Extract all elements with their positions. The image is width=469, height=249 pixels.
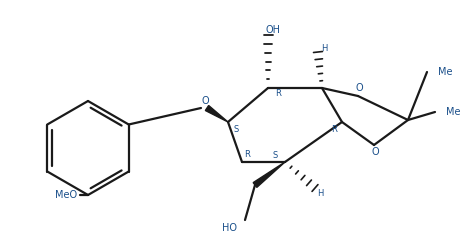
Text: H: H <box>321 44 327 53</box>
Text: O: O <box>371 147 379 157</box>
Text: MeO: MeO <box>55 190 77 200</box>
Text: R: R <box>331 124 337 133</box>
Polygon shape <box>253 162 285 187</box>
Text: HO: HO <box>222 223 237 233</box>
Text: Me: Me <box>438 67 453 77</box>
Text: OH: OH <box>265 25 280 35</box>
Text: O: O <box>355 83 363 93</box>
Text: S: S <box>272 150 278 160</box>
Text: Me: Me <box>446 107 461 117</box>
Text: S: S <box>234 124 239 133</box>
Text: R: R <box>275 88 281 98</box>
Text: O: O <box>201 96 209 106</box>
Polygon shape <box>205 106 228 122</box>
Text: H: H <box>317 188 323 197</box>
Text: R: R <box>244 149 250 159</box>
